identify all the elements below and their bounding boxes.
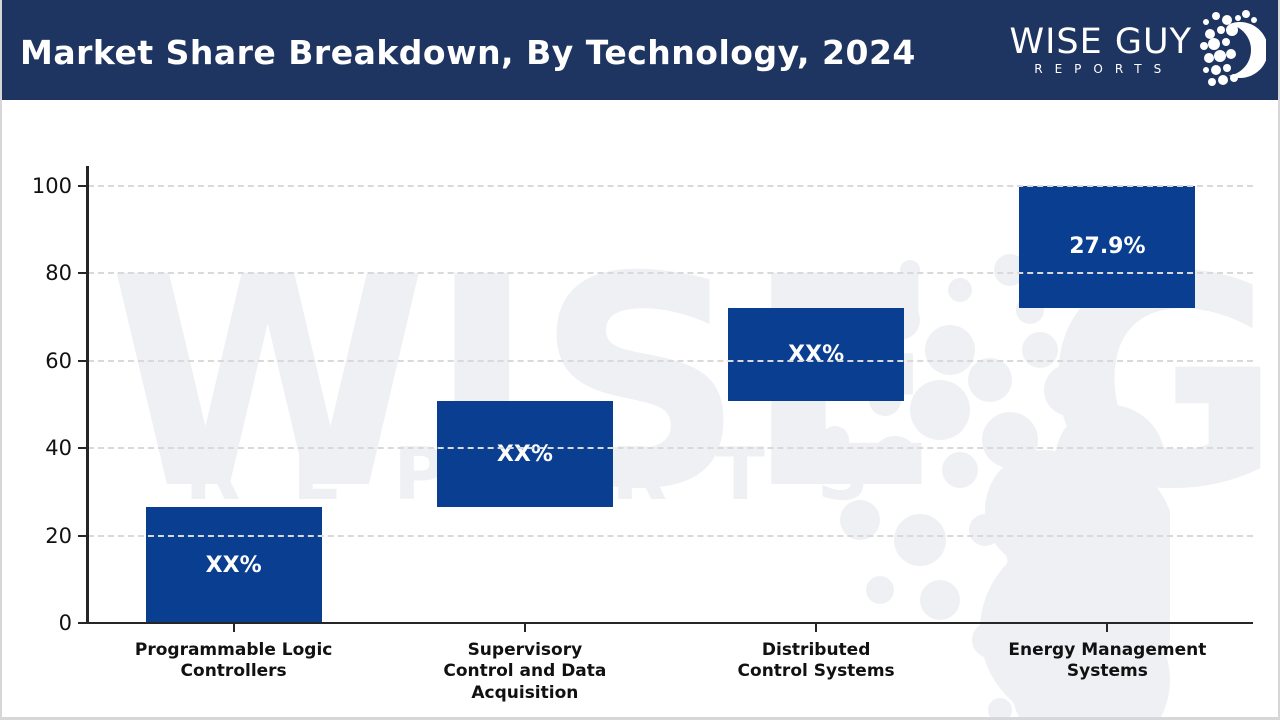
bar-value-label: XX% [496, 441, 553, 467]
y-tick-40 [78, 447, 87, 450]
bar-value-label: XX% [788, 341, 845, 367]
category-label: Supervisory Control and Data Acquisition [375, 640, 675, 704]
category-label-line: Controllers [180, 661, 287, 682]
logo-text: WISE GUY REPORTS [1009, 21, 1192, 77]
category-label-line: Energy Management [1008, 640, 1207, 660]
bar-segment: 27.9% [1019, 186, 1196, 308]
y-tick-20 [78, 534, 87, 537]
gridline-60 [88, 359, 1253, 362]
category-label-line: Control Systems [737, 661, 895, 682]
bar-segment: XX% [436, 401, 613, 508]
bar-segment: XX% [728, 307, 905, 401]
category-label: Distributed Control Systems [666, 640, 966, 683]
y-tick-label-40: 40 [45, 436, 72, 461]
gridline-80 [88, 272, 1253, 275]
y-tick-label-0: 0 [58, 611, 72, 635]
logo-wordmark: WISE GUY [1009, 21, 1192, 62]
category-label: Energy Management Systems [957, 640, 1257, 683]
logo-face-icon [1199, 10, 1266, 86]
x-axis-spine [85, 621, 1253, 624]
gridline-100 [88, 185, 1253, 187]
y-tick-label-20: 20 [45, 523, 72, 548]
watermark-face-icon [821, 254, 1170, 720]
category-label-line: Systems [1066, 661, 1148, 682]
y-tick-60 [78, 359, 87, 362]
x-tick [815, 624, 818, 632]
wise-guy-reports-logo: WISE GUY REPORTS [1009, 8, 1266, 92]
waterfall-chart: WISE GUY REPORTS 020406080100XX%Programm… [0, 100, 1280, 720]
gridline-40 [88, 447, 1253, 450]
category-label-line: Acquisition [471, 682, 579, 703]
y-axis-spine [86, 166, 89, 624]
category-label-line: Distributed [761, 640, 871, 660]
y-tick-0 [78, 622, 87, 624]
category-label-line: Control and Data [443, 661, 607, 682]
y-tick-label-60: 60 [45, 348, 72, 373]
gridline-20 [88, 534, 1253, 537]
x-tick [1106, 624, 1109, 632]
y-tick-80 [78, 272, 87, 275]
x-tick [232, 624, 235, 632]
bar-segment: XX% [145, 507, 322, 623]
logo-subtext: REPORTS [1034, 62, 1174, 77]
category-label-line: Supervisory [467, 640, 583, 660]
chart-title: Market Share Breakdown, By Technology, 2… [20, 33, 916, 72]
header-bar: Market Share Breakdown, By Technology, 2… [0, 0, 1280, 100]
y-tick-label-80: 80 [45, 261, 72, 286]
x-tick [523, 624, 526, 632]
y-tick-label-100: 100 [31, 174, 72, 198]
bar-value-label: XX% [205, 552, 262, 578]
bar-value-label: 27.9% [1069, 234, 1146, 260]
category-label-line: Programmable Logic [134, 640, 333, 660]
y-tick-100 [78, 185, 87, 187]
category-label: Programmable Logic Controllers [84, 640, 384, 683]
